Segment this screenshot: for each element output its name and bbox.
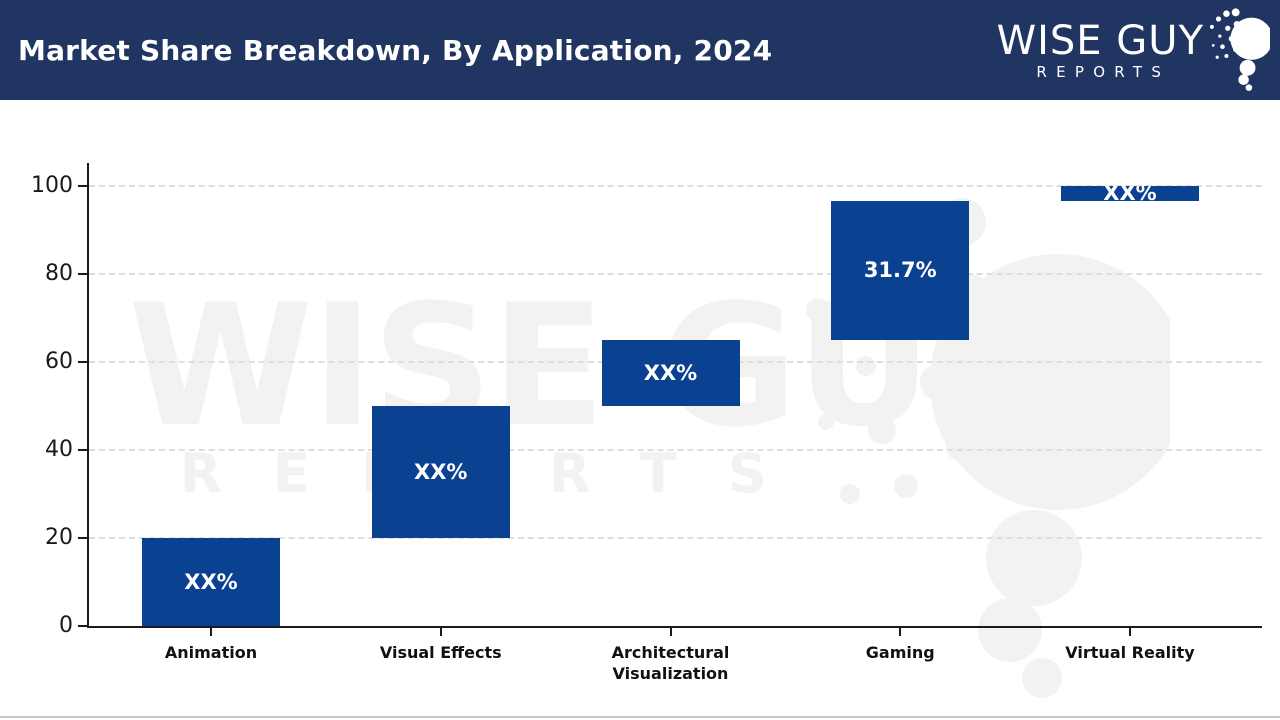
bar-value-label: 31.7%: [863, 258, 937, 283]
gridline-20: [89, 537, 1262, 539]
bar-segment: XX%: [601, 340, 740, 406]
bar-value-label: XX%: [414, 460, 468, 484]
logo-subtitle: REPORTS: [1036, 62, 1171, 81]
gridline-100: [89, 185, 1262, 187]
y-axis-line: [87, 163, 89, 628]
waterfall-chart: WISE GUY REPORTS 020406080100XX%Animatio…: [0, 100, 1280, 720]
y-tick-label-60: 60: [45, 349, 73, 374]
bar-value-label: XX%: [1103, 186, 1157, 201]
y-tick-label-0: 0: [59, 613, 73, 638]
category-label: Virtual Reality: [1065, 643, 1195, 662]
bottom-divider: [0, 716, 1280, 718]
category-label: Animation: [164, 643, 258, 662]
logo-face-icon: [1209, 8, 1270, 91]
y-tick-label-80: 80: [45, 261, 73, 286]
x-tick-mark: [210, 628, 212, 636]
y-tick-label-20: 20: [45, 525, 73, 550]
category-label: Visual Effects: [379, 643, 502, 662]
bar-value-label: XX%: [184, 570, 238, 594]
category-label: Gaming: [865, 643, 935, 662]
logo-wordmark: WISE GUY: [996, 17, 1204, 64]
bar-segment: 31.7%: [831, 200, 970, 340]
y-tick-label-100: 100: [31, 173, 73, 198]
y-tick-mark-100: [78, 185, 87, 187]
x-tick-mark: [669, 628, 672, 636]
bar-segment: XX%: [142, 538, 280, 626]
x-tick-mark: [899, 628, 902, 636]
bar-value-label: XX%: [643, 361, 698, 385]
category-label: Architectural Visualization: [611, 643, 730, 683]
y-tick-mark-40: [78, 449, 87, 451]
y-tick-mark-0: [78, 625, 87, 627]
x-tick-mark: [1129, 628, 1131, 636]
bar-segment: XX%: [371, 406, 510, 538]
y-tick-mark-80: [78, 273, 87, 275]
y-tick-label-40: 40: [45, 437, 73, 462]
y-tick-mark-60: [78, 361, 87, 363]
x-tick-mark: [439, 628, 442, 636]
y-tick-mark-20: [78, 537, 87, 539]
header-bar: Market Share Breakdown, By Application, …: [0, 0, 1280, 100]
logo-text: WISE GUY REPORTS: [997, 21, 1204, 80]
watermark-face-icon: [806, 198, 1170, 698]
wiseguy-logo: WISE GUY REPORTS: [997, 6, 1270, 94]
gridline-80: [89, 273, 1262, 275]
x-axis-line: [87, 626, 1262, 628]
bar-segment: XX%: [1061, 186, 1199, 201]
gridline-40: [89, 449, 1262, 451]
page-title: Market Share Breakdown, By Application, …: [18, 33, 773, 67]
